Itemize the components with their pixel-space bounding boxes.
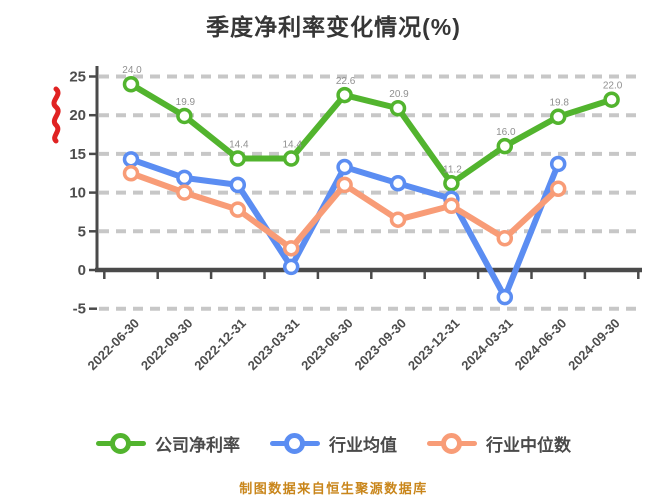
legend-marker-company <box>96 433 146 454</box>
y-tick-label: 5 <box>78 223 86 240</box>
y-tick-label: 20 <box>69 107 86 124</box>
data-point[interactable] <box>229 176 247 194</box>
data-point[interactable] <box>549 155 567 173</box>
data-point[interactable] <box>176 184 193 201</box>
data-point[interactable] <box>282 258 300 276</box>
data-point[interactable] <box>496 230 514 247</box>
x-tick-label: 2022-12-31 <box>191 316 249 374</box>
watermark-text: 制图数据来自恒生聚源数据库 <box>239 481 428 496</box>
line-chart: 25 20 15 10 5 0 -52022-06-302022-09-302022-12-… <box>69 65 642 374</box>
data-point-label: 19.8 <box>549 98 569 109</box>
red-scribble-mark-icon <box>51 86 61 144</box>
data-point-label: 14.4 <box>282 140 302 151</box>
data-point-label: 22.6 <box>336 76 356 87</box>
data-point[interactable] <box>336 176 353 194</box>
data-point[interactable] <box>336 158 353 176</box>
data-point-label: 16.0 <box>496 127 516 138</box>
x-tick-label: 2023-03-31 <box>245 316 303 374</box>
data-point[interactable] <box>603 91 620 108</box>
y-tick-label: 10 <box>69 185 86 202</box>
y-tick-label: 25 <box>69 69 86 86</box>
data-point-label: 11.2 <box>443 164 462 175</box>
legend-item-company-net-margin[interactable]: 公司净利率 <box>96 431 240 456</box>
data-point[interactable] <box>336 86 353 104</box>
data-point[interactable] <box>176 107 193 125</box>
data-point[interactable] <box>122 75 140 93</box>
data-point[interactable] <box>229 150 247 167</box>
data-point[interactable] <box>443 197 460 215</box>
x-tick-label: 2023-06-30 <box>298 316 356 374</box>
data-point[interactable] <box>122 151 140 168</box>
data-point[interactable] <box>549 108 567 125</box>
series-line-0 <box>128 81 615 187</box>
data-point-label: 20.9 <box>389 89 409 100</box>
legend-ring-icon <box>441 433 462 454</box>
legend-marker-industry-mean <box>270 433 320 454</box>
y-tick-label: -5 <box>73 301 86 318</box>
legend-label: 行业均值 <box>329 436 397 455</box>
data-point[interactable] <box>389 211 407 228</box>
legend-ring-icon <box>284 433 305 454</box>
data-point[interactable] <box>282 150 300 167</box>
legend: 公司净利率 行业均值 行业中位数 <box>0 431 667 456</box>
data-point[interactable] <box>389 99 407 117</box>
data-point[interactable] <box>496 288 514 306</box>
legend-marker-industry-median <box>427 433 477 454</box>
legend-label: 行业中位数 <box>486 436 571 455</box>
legend-ring-icon <box>110 433 131 454</box>
data-point[interactable] <box>549 180 567 197</box>
data-point-label: 19.9 <box>176 97 196 108</box>
data-point[interactable] <box>229 201 247 218</box>
data-point-label: 22.0 <box>603 81 623 92</box>
data-point[interactable] <box>176 169 193 187</box>
legend-label: 公司净利率 <box>155 436 240 455</box>
x-tick-label: 2023-12-31 <box>405 316 463 374</box>
x-tick-label: 2024-09-30 <box>565 316 623 374</box>
x-tick-label: 2023-09-30 <box>351 316 409 374</box>
x-tick-label: 2024-03-31 <box>458 316 516 374</box>
x-tick-label: 2022-06-30 <box>84 316 142 374</box>
data-point-label: 24.0 <box>122 65 142 76</box>
legend-item-industry-median[interactable]: 行业中位数 <box>427 431 571 456</box>
x-tick-label: 2022-09-30 <box>138 316 196 374</box>
y-tick-label: 15 <box>69 146 86 163</box>
x-tick-label: 2024-06-30 <box>512 316 570 374</box>
data-point[interactable] <box>443 175 460 192</box>
data-point[interactable] <box>122 165 140 182</box>
data-point[interactable] <box>282 240 300 257</box>
data-point-label: 14.4 <box>229 140 249 151</box>
chart-title: 季度净利率变化情况(%) <box>206 14 461 40</box>
legend-item-industry-mean[interactable]: 行业均值 <box>270 431 397 456</box>
data-point[interactable] <box>496 137 514 155</box>
data-point[interactable] <box>389 175 407 192</box>
y-tick-label: 0 <box>78 262 86 279</box>
